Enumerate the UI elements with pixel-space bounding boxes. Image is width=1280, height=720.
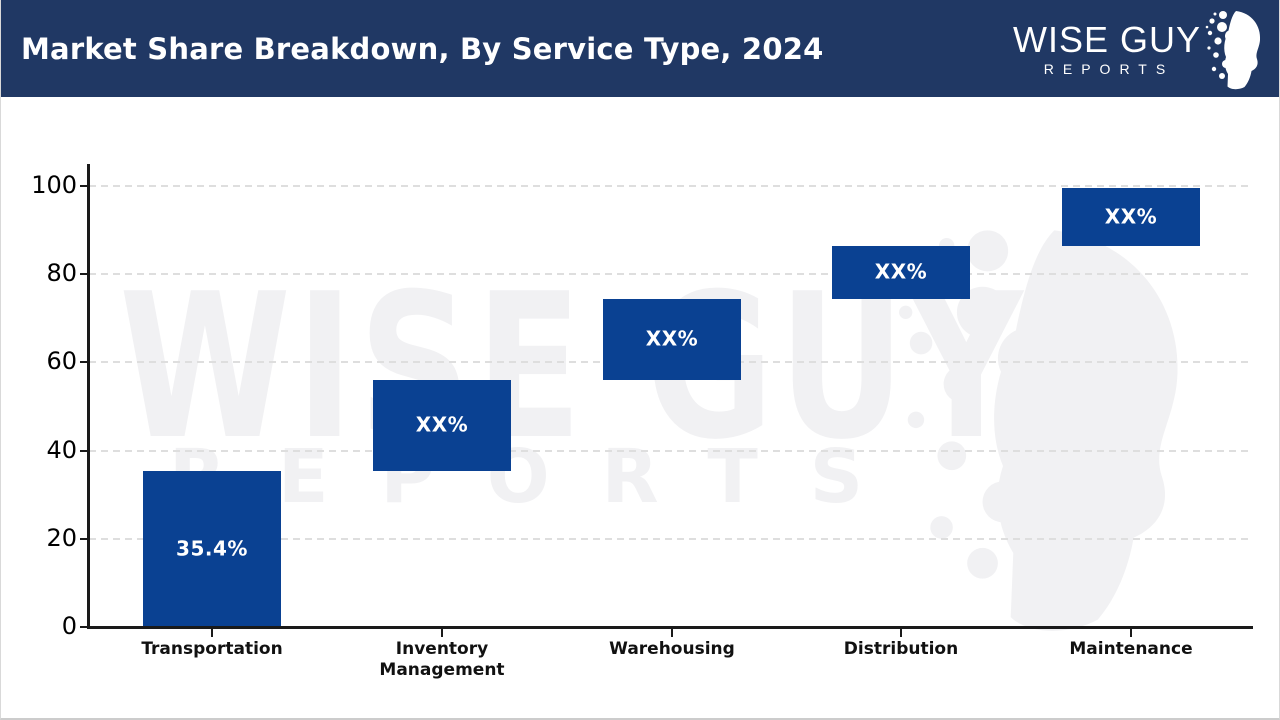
bar: XX%: [603, 298, 741, 381]
gridline: [89, 449, 1251, 452]
bar: 35.4%: [143, 470, 281, 627]
page-title: Market Share Breakdown, By Service Type,…: [21, 31, 824, 66]
brand-logo-text: WISE GUY REPORTS: [1012, 18, 1201, 77]
x-tick: [441, 629, 443, 637]
gridline: [89, 537, 1251, 540]
y-tick: [80, 449, 88, 452]
y-tick-label: 100: [31, 170, 77, 199]
y-tick-label: 40: [46, 435, 77, 464]
y-tick: [80, 273, 88, 276]
y-tick: [80, 361, 88, 364]
gridline: [89, 273, 1251, 276]
y-tick: [80, 537, 88, 540]
y-axis-line: [87, 164, 90, 629]
brand-name: WISE GUY: [1012, 18, 1201, 60]
bar: XX%: [373, 380, 511, 471]
bar-value-label: XX%: [415, 412, 469, 437]
x-tick-label: Maintenance: [1069, 639, 1193, 659]
bar: XX%: [1062, 188, 1200, 246]
gridline: [89, 185, 1251, 187]
x-tick-label: Inventory Management: [379, 639, 505, 680]
bar-value-label: XX%: [874, 259, 928, 284]
brand-subtitle: REPORTS: [1043, 60, 1175, 77]
header-bar: Market Share Breakdown, By Service Type,…: [1, 0, 1279, 97]
head-profile-icon: [1205, 10, 1261, 89]
y-tick: [80, 626, 88, 628]
x-tick: [1130, 629, 1132, 637]
bar-value-label: XX%: [645, 326, 699, 351]
y-tick-label: 0: [61, 611, 77, 640]
x-tick: [900, 629, 902, 637]
y-tick-label: 80: [46, 259, 77, 288]
x-tick: [671, 629, 673, 637]
bar-value-label: XX%: [1104, 204, 1158, 229]
x-tick-label: Distribution: [843, 639, 959, 659]
brand-logo: WISE GUY REPORTS: [1013, 8, 1265, 90]
x-tick-label: Warehousing: [609, 639, 735, 659]
bar-value-label: 35.4%: [176, 536, 248, 561]
bar: XX%: [832, 245, 970, 299]
x-tick: [211, 629, 213, 637]
x-tick-label: Transportation: [141, 639, 283, 659]
y-tick-label: 60: [46, 347, 77, 376]
y-tick: [80, 185, 88, 187]
x-axis-line: [87, 626, 1253, 629]
y-tick-label: 20: [46, 523, 77, 552]
